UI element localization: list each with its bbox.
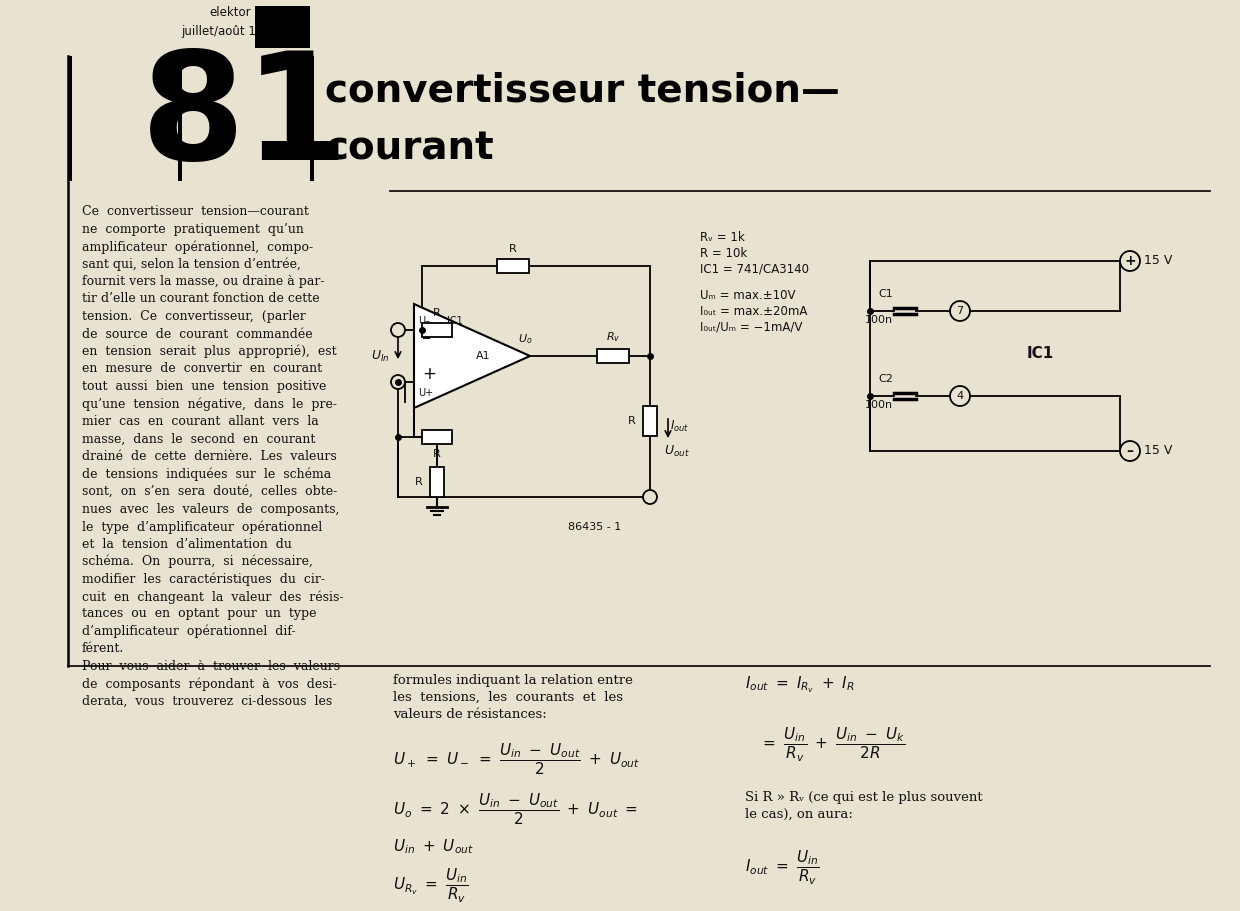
Text: Ce  convertisseur  tension—courant: Ce convertisseur tension—courant (82, 205, 309, 218)
Text: A1: A1 (476, 351, 491, 361)
Text: –: – (422, 329, 432, 347)
Text: formules indiquant la relation entre: formules indiquant la relation entre (393, 674, 632, 687)
Bar (430, 467, 444, 497)
Text: $R_v$: $R_v$ (606, 330, 620, 344)
Text: R: R (629, 416, 636, 426)
Text: I₀ᵤₜ = max.±20mA: I₀ᵤₜ = max.±20mA (701, 305, 807, 318)
Text: sont,  on  s’en  sera  douté,  celles  obte-: sont, on s’en sera douté, celles obte- (82, 485, 337, 498)
Text: modifier  les  caractéristiques  du  cir-: modifier les caractéristiques du cir- (82, 572, 325, 586)
Text: C1: C1 (878, 289, 893, 299)
Text: Si R » Rᵥ (ce qui est le plus souvent: Si R » Rᵥ (ce qui est le plus souvent (745, 791, 982, 804)
Text: IC1: IC1 (1027, 346, 1054, 362)
Text: cuit  en  changeant  la  valeur  des  résis-: cuit en changeant la valeur des résis- (82, 590, 343, 603)
Text: R: R (510, 244, 517, 254)
Text: R = 10k: R = 10k (701, 247, 748, 260)
Text: $U_{R_v}\ =\ \dfrac{U_{in}}{R_v}$: $U_{R_v}\ =\ \dfrac{U_{in}}{R_v}$ (393, 867, 469, 906)
Text: tances  ou  en  optant  pour  un  type: tances ou en optant pour un type (82, 608, 316, 620)
Text: 94: 94 (268, 17, 298, 37)
Text: en  tension  serait  plus  approprié),  est: en tension serait plus approprié), est (82, 345, 336, 359)
Text: U+: U+ (418, 388, 433, 398)
Text: $U_+\ =\ U_-\ =\ \dfrac{U_{in}\ -\ U_{out}}{2}\ +\ U_{out}$: $U_+\ =\ U_-\ =\ \dfrac{U_{in}\ -\ U_{ou… (393, 742, 640, 777)
Text: +: + (1125, 254, 1136, 268)
Bar (644, 406, 657, 436)
Text: elektor: elektor (210, 6, 250, 19)
Polygon shape (414, 304, 529, 408)
Text: I₀ᵤₜ/Uₘ = −1mA/V: I₀ᵤₜ/Uₘ = −1mA/V (701, 321, 802, 334)
Bar (596, 349, 629, 363)
Text: R: R (433, 449, 441, 459)
Circle shape (950, 386, 970, 406)
Text: et  la  tension  d’alimentation  du: et la tension d’alimentation du (82, 537, 291, 550)
Text: tir d’elle un courant fonction de cette: tir d’elle un courant fonction de cette (82, 292, 320, 305)
Text: 15 V: 15 V (1145, 254, 1172, 268)
Text: amplificateur  opérationnel,  compo-: amplificateur opérationnel, compo- (82, 240, 314, 253)
Circle shape (391, 375, 405, 389)
Text: C2: C2 (878, 374, 893, 384)
Text: +: + (422, 365, 436, 383)
Text: de  composants  répondant  à  vos  desi-: de composants répondant à vos desi- (82, 678, 337, 691)
Text: 15 V: 15 V (1145, 445, 1172, 457)
Text: qu’une  tension  négative,  dans  le  pre-: qu’une tension négative, dans le pre- (82, 397, 337, 411)
Text: $I_{out}\ =\ I_{R_v}\ +\ I_R$: $I_{out}\ =\ I_{R_v}\ +\ I_R$ (745, 674, 854, 694)
Text: 7: 7 (956, 306, 963, 316)
Text: $U_o$: $U_o$ (518, 332, 532, 346)
Text: $I_{out}$: $I_{out}$ (670, 418, 689, 434)
Text: convertisseur tension—: convertisseur tension— (325, 72, 839, 110)
Text: IC1 = 741/CA3140: IC1 = 741/CA3140 (701, 263, 808, 276)
Text: le  type  d’amplificateur  opérationnel: le type d’amplificateur opérationnel (82, 520, 322, 534)
Text: masse,  dans  le  second  en  courant: masse, dans le second en courant (82, 433, 315, 445)
Text: de  source  de  courant  commandée: de source de courant commandée (82, 327, 312, 341)
Text: $U_{in}\ +\ U_{out}$: $U_{in}\ +\ U_{out}$ (393, 837, 474, 855)
Text: les  tensions,  les  courants  et  les: les tensions, les courants et les (393, 691, 622, 704)
Text: IC1: IC1 (446, 316, 463, 326)
Text: sant qui, selon la tension d’entrée,: sant qui, selon la tension d’entrée, (82, 258, 301, 271)
Text: 4: 4 (956, 391, 963, 401)
Text: –: – (1126, 444, 1133, 458)
Bar (422, 430, 453, 444)
Text: ne  comporte  pratiquement  qu’un: ne comporte pratiquement qu’un (82, 222, 304, 236)
Text: nues  avec  les  valeurs  de  composants,: nues avec les valeurs de composants, (82, 503, 340, 516)
Text: drainé  de  cette  dernière.  Les  valeurs: drainé de cette dernière. Les valeurs (82, 450, 337, 463)
Circle shape (391, 323, 405, 337)
Text: $I_{out}\ =\ \dfrac{U_{in}}{R_v}$: $I_{out}\ =\ \dfrac{U_{in}}{R_v}$ (745, 849, 820, 887)
Text: U–: U– (418, 316, 430, 326)
Text: fournit vers la masse, ou draine à par-: fournit vers la masse, ou draine à par- (82, 275, 325, 288)
Text: $U_{out}$: $U_{out}$ (663, 444, 689, 458)
Circle shape (950, 301, 970, 321)
Bar (497, 259, 529, 273)
Text: $=\ \dfrac{U_{in}}{R_v}\ +\ \dfrac{U_{in}\ -\ U_k}{2R}$: $=\ \dfrac{U_{in}}{R_v}\ +\ \dfrac{U_{in… (760, 726, 905, 764)
Text: R: R (415, 477, 423, 487)
Bar (68, 56, 72, 181)
Text: mier  cas  en  courant  allant  vers  la: mier cas en courant allant vers la (82, 415, 319, 428)
Text: 100n: 100n (864, 400, 893, 410)
Bar (179, 56, 182, 181)
Text: férent.: férent. (82, 642, 124, 656)
Text: tension.  Ce  convertisseur,  (parler: tension. Ce convertisseur, (parler (82, 310, 306, 323)
Text: juillet/août 1986: juillet/août 1986 (181, 25, 279, 37)
Circle shape (644, 490, 657, 504)
Text: de  tensions  indiquées  sur  le  schéma: de tensions indiquées sur le schéma (82, 467, 331, 481)
Text: d’amplificateur  opérationnel  dif-: d’amplificateur opérationnel dif- (82, 625, 295, 639)
Text: 86435 - 1: 86435 - 1 (568, 522, 621, 532)
Text: $U_o\ =\ 2\ \times\ \dfrac{U_{in}\ -\ U_{out}}{2}\ +\ U_{out}\ =$: $U_o\ =\ 2\ \times\ \dfrac{U_{in}\ -\ U_… (393, 792, 637, 827)
Text: en  mesure  de  convertir  en  courant: en mesure de convertir en courant (82, 363, 322, 375)
Text: Uₘ = max.±10V: Uₘ = max.±10V (701, 289, 796, 302)
Bar (310, 56, 314, 181)
Text: derata,  vous  trouverez  ci-dessous  les: derata, vous trouverez ci-dessous les (82, 695, 332, 708)
Text: R: R (433, 308, 441, 318)
Text: 81: 81 (140, 46, 350, 191)
Text: schéma.  On  pourra,  si  nécessaire,: schéma. On pourra, si nécessaire, (82, 555, 312, 568)
Bar (422, 323, 453, 337)
Text: $U_{In}$: $U_{In}$ (371, 348, 391, 363)
Text: Pour  vous  aider  à  trouver  les  valeurs: Pour vous aider à trouver les valeurs (82, 660, 340, 673)
Text: courant: courant (325, 129, 494, 167)
Text: tout  aussi  bien  une  tension  positive: tout aussi bien une tension positive (82, 380, 326, 393)
Bar (255, 6, 310, 48)
Text: le cas), on aura:: le cas), on aura: (745, 808, 853, 821)
Text: 100n: 100n (864, 315, 893, 325)
Circle shape (1120, 251, 1140, 271)
Text: valeurs de résistances:: valeurs de résistances: (393, 708, 547, 721)
Circle shape (1120, 441, 1140, 461)
Text: Rᵥ = 1k: Rᵥ = 1k (701, 231, 745, 244)
